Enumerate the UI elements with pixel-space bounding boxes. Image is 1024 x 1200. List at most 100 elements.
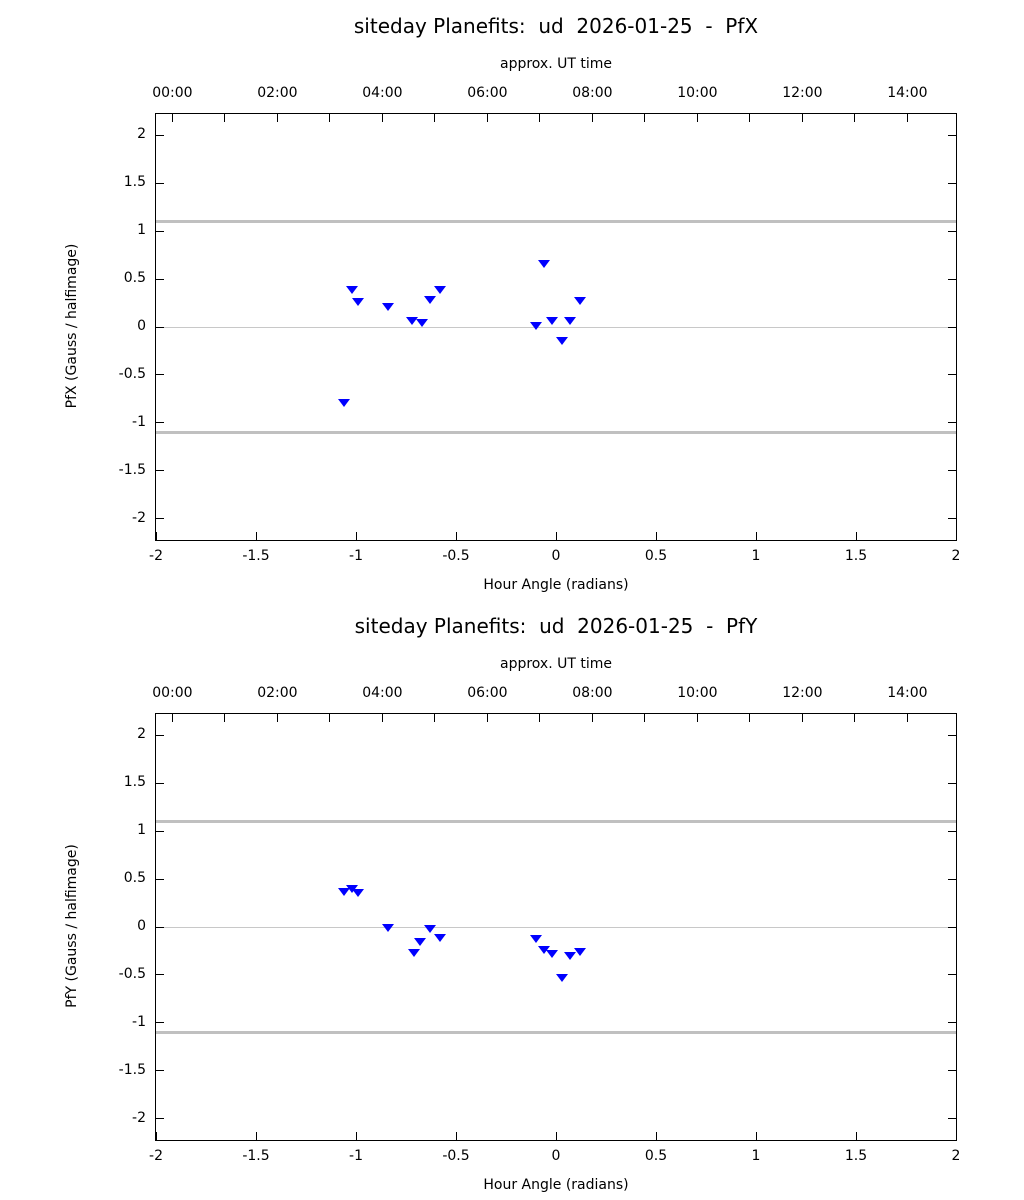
x-tick-label: 1.5	[844, 548, 868, 564]
y-tick	[156, 830, 164, 832]
data-point	[530, 322, 542, 331]
x-tick	[755, 532, 757, 540]
y-tick-label: -1	[132, 413, 146, 430]
y-tick-label: -2	[132, 509, 146, 526]
y-tick-label: -1	[132, 1013, 146, 1030]
y-tick	[156, 278, 164, 280]
chart-title: siteday Planefits: ud 2026-01-25 - PfY	[354, 614, 758, 638]
ut-tick	[749, 114, 751, 122]
data-point	[338, 398, 350, 407]
data-point	[424, 296, 436, 305]
x-tick-label: -2	[149, 548, 163, 564]
ut-tick-label: 02:00	[257, 685, 298, 701]
y-tick-label: 1.5	[123, 174, 146, 191]
x-tick-label: 1	[751, 548, 761, 564]
ut-tick	[224, 714, 226, 722]
ut-tick	[434, 714, 436, 722]
x-tick	[255, 532, 257, 540]
data-point	[434, 285, 446, 294]
y-tick-label: 0	[137, 918, 146, 934]
x-tick	[455, 1132, 457, 1140]
y-tick	[156, 926, 164, 928]
x-tick	[555, 1132, 557, 1140]
x-tick	[155, 532, 157, 540]
data-point	[556, 973, 568, 982]
ut-tick	[486, 114, 488, 122]
ut-tick	[854, 714, 856, 722]
ut-tick-label: 10:00	[677, 85, 718, 101]
y-tick	[156, 422, 164, 424]
data-point	[406, 317, 418, 326]
ut-tick-label: 04:00	[362, 685, 403, 701]
data-point	[538, 946, 550, 955]
chart-title: siteday Planefits: ud 2026-01-25 - PfX	[353, 14, 759, 38]
x-axis-label: Hour Angle (radians)	[483, 577, 629, 593]
x-tick-label: -1	[349, 1148, 363, 1164]
chart-pfx: siteday Planefits: ud 2026-01-25 - PfX a…	[64, 14, 961, 593]
y-tick	[948, 326, 956, 328]
y-tick	[156, 470, 164, 472]
data-point	[352, 298, 364, 307]
y-tick	[948, 470, 956, 472]
ut-tick-label: 02:00	[257, 85, 298, 101]
data-point	[434, 933, 446, 942]
x-tick	[555, 532, 557, 540]
ut-tick	[329, 714, 331, 722]
ut-tick	[171, 714, 173, 722]
x-tick-label: 0	[551, 548, 561, 564]
x-tick-label: 1	[751, 1148, 761, 1164]
y-tick	[948, 374, 956, 376]
x-tick-label: -0.5	[442, 1148, 470, 1164]
y-tick	[948, 1022, 956, 1024]
ut-tick-label: 12:00	[782, 85, 823, 101]
ut-tick	[539, 714, 541, 722]
y-tick	[948, 830, 956, 832]
data-point	[346, 285, 358, 294]
x-tick	[655, 532, 657, 540]
discard-threshold-line	[156, 431, 956, 435]
x-tick-label: -2	[149, 1148, 163, 1164]
data-point	[556, 337, 568, 346]
x-tick-label: 2	[951, 1148, 961, 1164]
y-tick	[156, 1118, 164, 1120]
y-tick	[156, 134, 164, 136]
data-point	[414, 938, 426, 947]
y-tick-label: 1.5	[123, 774, 146, 791]
y-tick	[156, 974, 164, 976]
ut-tick	[276, 714, 278, 722]
y-tick-label: 0.5	[123, 270, 146, 287]
plot-area	[155, 713, 957, 1141]
x-tick-label: -1.5	[242, 548, 270, 564]
ut-tick	[434, 114, 436, 122]
ut-tick-label: 12:00	[782, 685, 823, 701]
data-point	[424, 924, 436, 933]
y-tick-label: -1.5	[118, 1061, 146, 1078]
x-tick-label: 2	[951, 548, 961, 564]
ut-tick-label: 00:00	[152, 85, 193, 101]
data-point	[574, 297, 586, 306]
top-axis-title: approx. UT time	[500, 656, 612, 672]
ut-tick-label: 08:00	[572, 85, 613, 101]
y-tick	[156, 326, 164, 328]
x-tick	[955, 532, 957, 540]
y-tick-label: 0	[137, 318, 146, 334]
x-tick-label: 0.5	[644, 1148, 668, 1164]
ut-tick	[171, 114, 173, 122]
data-point	[564, 951, 576, 960]
y-tick	[156, 230, 164, 232]
x-tick	[655, 1132, 657, 1140]
x-tick	[855, 532, 857, 540]
plot-area	[155, 113, 957, 541]
ut-tick	[801, 714, 803, 722]
x-tick-label: 0	[551, 1148, 561, 1164]
ut-tick-label: 08:00	[572, 685, 613, 701]
x-tick	[255, 1132, 257, 1140]
data-point	[408, 948, 420, 957]
discard-threshold-line	[156, 1031, 956, 1035]
data-point	[382, 923, 394, 932]
ut-tick	[486, 714, 488, 722]
x-tick	[355, 532, 357, 540]
y-tick	[156, 1022, 164, 1024]
x-tick-label: -0.5	[442, 548, 470, 564]
y-tick	[156, 182, 164, 184]
